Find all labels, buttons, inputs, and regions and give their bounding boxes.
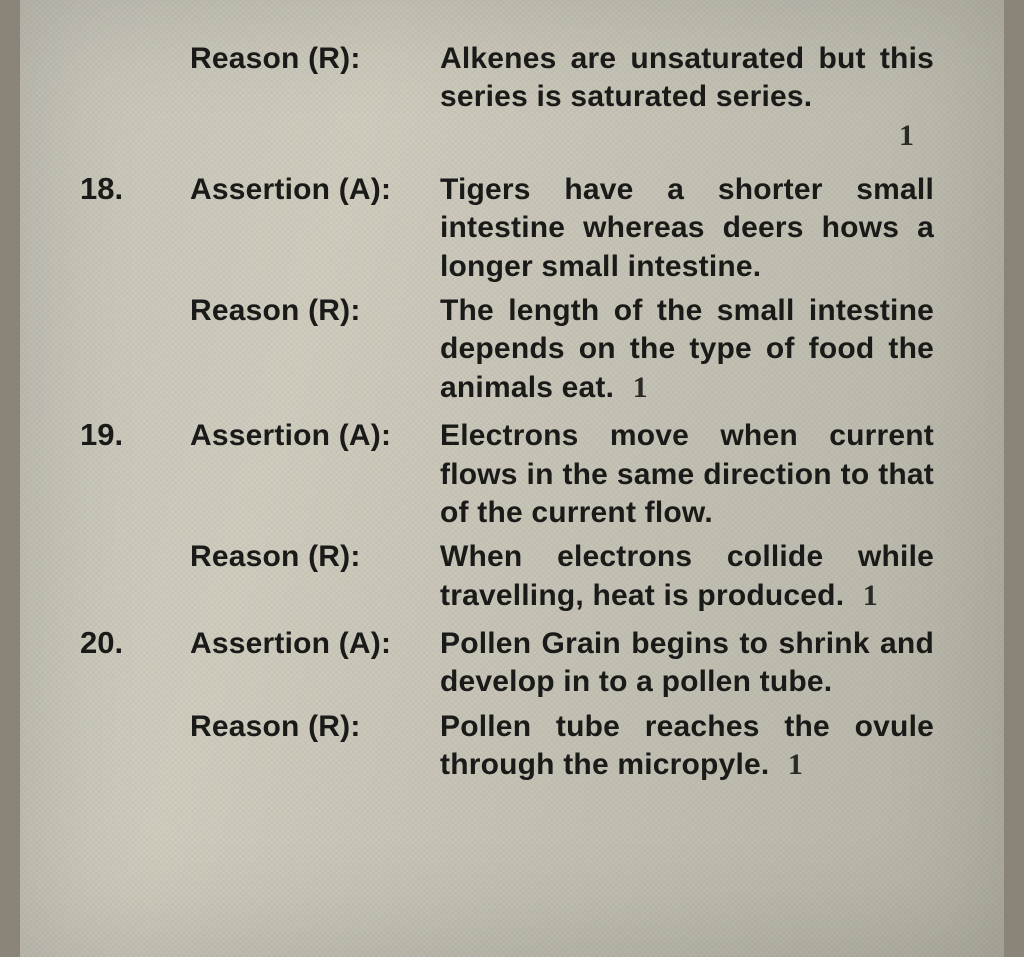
mark-value: 1	[899, 119, 914, 153]
assertion-label: Assertion (A):	[190, 627, 391, 660]
question-number: 18.	[80, 171, 123, 206]
assertion-row: 20. Assertion (A): Pollen Grain begins t…	[80, 625, 944, 702]
mark-row: 1	[80, 119, 944, 153]
assertion-label: Assertion (A):	[190, 173, 391, 206]
reason-label: Reason (R):	[190, 42, 361, 75]
question-number: 20.	[80, 625, 123, 660]
reason-text: Pollen tube reaches the ovule through th…	[440, 710, 934, 781]
reason-text: When electrons collide while travelling,…	[440, 540, 934, 611]
question-block: 20. Assertion (A): Pollen Grain begins t…	[80, 625, 944, 785]
mark-value: 1	[633, 371, 648, 405]
exam-paper: Reason (R): Alkenes are unsaturated but …	[20, 0, 1004, 957]
question-block: 18. Assertion (A): Tigers have a shorter…	[80, 171, 944, 407]
assertion-row: 18. Assertion (A): Tigers have a shorter…	[80, 171, 944, 286]
reason-row: Reason (R): Pollen tube reaches the ovul…	[80, 708, 944, 785]
assertion-text: Tigers have a shorter small intestine wh…	[440, 173, 934, 283]
reason-row: Reason (R): Alkenes are unsaturated but …	[80, 40, 944, 117]
reason-label: Reason (R):	[190, 710, 361, 743]
reason-text: The length of the small intestine depend…	[440, 294, 934, 404]
question-block: 19. Assertion (A): Electrons move when c…	[80, 417, 944, 615]
question-block: Reason (R): Alkenes are unsaturated but …	[80, 40, 944, 153]
assertion-label: Assertion (A):	[190, 419, 391, 452]
reason-label: Reason (R):	[190, 294, 361, 327]
mark-value: 1	[863, 579, 878, 613]
mark-value: 1	[788, 748, 803, 782]
reason-row: Reason (R): When electrons collide while…	[80, 538, 944, 615]
reason-label: Reason (R):	[190, 540, 361, 573]
assertion-row: 19. Assertion (A): Electrons move when c…	[80, 417, 944, 532]
assertion-text: Pollen Grain begins to shrink and develo…	[440, 627, 934, 698]
reason-row: Reason (R): The length of the small inte…	[80, 292, 944, 407]
assertion-text: Electrons move when current flows in the…	[440, 419, 934, 529]
question-number: 19.	[80, 417, 123, 452]
reason-text: Alkenes are unsaturated but this series …	[440, 42, 934, 113]
